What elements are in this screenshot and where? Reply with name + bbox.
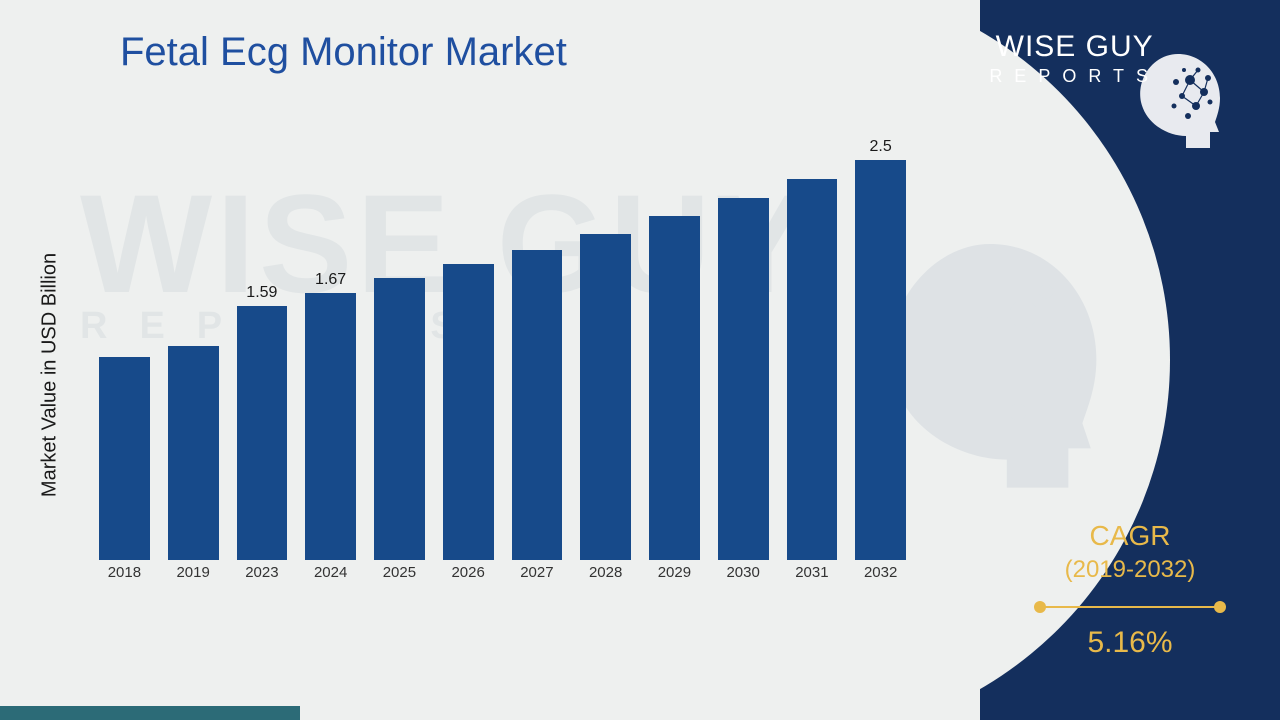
bar bbox=[237, 306, 288, 560]
x-label: 2030 bbox=[718, 564, 769, 590]
bar bbox=[305, 293, 356, 560]
bar bbox=[374, 278, 425, 560]
x-label: 2032 bbox=[855, 564, 906, 590]
cagr-years: (2019-2032) bbox=[1020, 556, 1240, 584]
bar-value-label: 2.5 bbox=[870, 138, 892, 156]
x-label: 2018 bbox=[99, 564, 150, 590]
bar-wrap bbox=[787, 157, 838, 560]
bar-wrap bbox=[168, 324, 219, 560]
bar-wrap: 1.67 bbox=[305, 271, 356, 560]
x-label: 2028 bbox=[580, 564, 631, 590]
bar bbox=[99, 357, 150, 560]
cagr-title: CAGR bbox=[1020, 520, 1240, 552]
x-label: 2019 bbox=[168, 564, 219, 590]
bar bbox=[855, 160, 906, 560]
bar bbox=[443, 264, 494, 560]
bar-wrap bbox=[443, 242, 494, 560]
x-label: 2031 bbox=[787, 564, 838, 590]
cagr-value: 5.16% bbox=[1020, 626, 1240, 660]
brand-line1: WISE GUY bbox=[989, 30, 1160, 64]
x-label: 2024 bbox=[305, 564, 356, 590]
x-label: 2027 bbox=[512, 564, 563, 590]
bar-wrap bbox=[580, 212, 631, 560]
bar-wrap bbox=[374, 256, 425, 560]
bar-wrap bbox=[649, 194, 700, 560]
bar-wrap bbox=[99, 335, 150, 560]
bar bbox=[649, 216, 700, 560]
bar-wrap bbox=[512, 228, 563, 560]
chart-title: Fetal Ecg Monitor Market bbox=[120, 30, 567, 75]
cagr-divider bbox=[1040, 606, 1220, 608]
y-axis-label: Market Value in USD Billion bbox=[39, 253, 62, 497]
plot-area: 1.591.672.5 bbox=[95, 160, 910, 560]
bar bbox=[168, 346, 219, 560]
x-axis-labels: 2018 2019 2023 2024 2025 2026 2027 2028 2029 2030… bbox=[95, 564, 910, 590]
bar-wrap bbox=[718, 176, 769, 560]
bar-wrap: 1.59 bbox=[237, 284, 288, 560]
x-label: 2029 bbox=[649, 564, 700, 590]
bar-value-label: 1.67 bbox=[315, 271, 346, 289]
x-label: 2026 bbox=[443, 564, 494, 590]
brand-logo: WISE GUY REPORTS bbox=[989, 30, 1250, 87]
bar bbox=[512, 250, 563, 560]
bottom-accent-strip bbox=[0, 706, 300, 720]
bar-chart: Market Value in USD Billion 1.591.672.5 … bbox=[70, 160, 910, 590]
bar-value-label: 1.59 bbox=[246, 284, 277, 302]
infographic-canvas: WISE GUY REPORTS Fetal Ecg Monitor Marke… bbox=[0, 0, 1280, 720]
bar-wrap: 2.5 bbox=[855, 138, 906, 560]
bar bbox=[718, 198, 769, 560]
x-label: 2023 bbox=[237, 564, 288, 590]
bar bbox=[580, 234, 631, 560]
x-label: 2025 bbox=[374, 564, 425, 590]
cagr-block: CAGR (2019-2032) 5.16% bbox=[1020, 520, 1240, 660]
brand-line2: REPORTS bbox=[989, 66, 1160, 87]
bar bbox=[787, 179, 838, 560]
